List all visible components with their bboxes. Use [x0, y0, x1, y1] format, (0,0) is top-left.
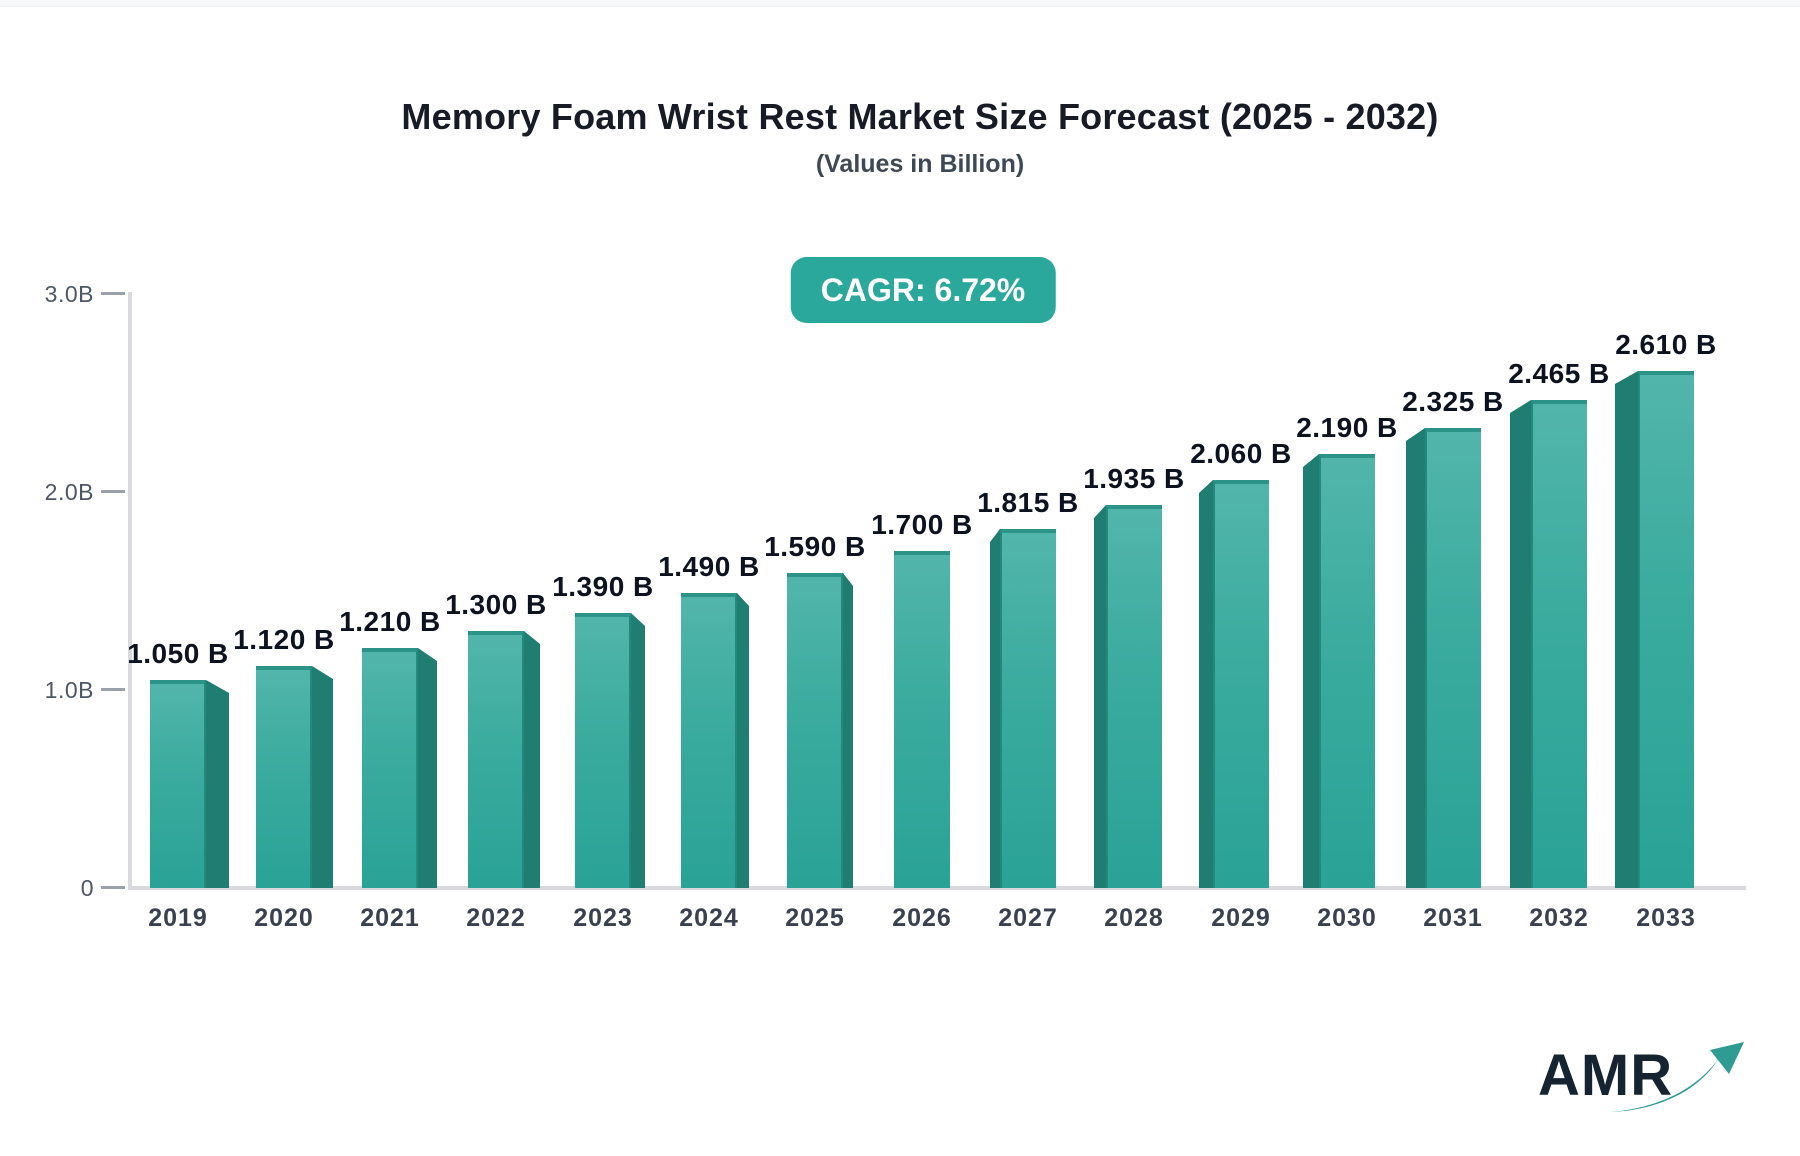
page-top-strip [0, 0, 1800, 7]
bar-value-label-2029: 2.060 B [1190, 438, 1292, 469]
bar-2022 [468, 631, 524, 888]
bar-side-face-2025 [843, 573, 853, 888]
bar-2024 [681, 593, 737, 888]
bar-side-face-2024 [737, 593, 749, 888]
bar-2028 [1106, 505, 1162, 888]
y-axis-tick [101, 490, 125, 493]
x-axis-label-2024: 2024 [679, 904, 739, 932]
y-axis-line [128, 292, 132, 890]
bar-value-label-2019: 1.050 B [127, 638, 229, 669]
x-axis-label-2020: 2020 [254, 904, 314, 932]
bar-value-label-2023: 1.390 B [552, 571, 654, 602]
bar-2020 [256, 666, 312, 888]
bar-2030 [1319, 454, 1375, 888]
x-axis-label-2031: 2031 [1423, 904, 1483, 932]
bar-value-label-2024: 1.490 B [658, 551, 760, 582]
bar-side-face-2030 [1303, 454, 1319, 888]
x-axis-label-2022: 2022 [466, 904, 526, 932]
cagr-badge: CAGR: 6.72% [790, 257, 1056, 323]
x-axis-label-2033: 2033 [1636, 904, 1696, 932]
bar-2029 [1213, 480, 1269, 888]
x-axis-label-2027: 2027 [998, 904, 1058, 932]
bar-side-face-2027 [990, 529, 1000, 888]
x-axis-label-2026: 2026 [892, 904, 952, 932]
bar-2032 [1531, 400, 1587, 888]
bar-2019 [150, 680, 206, 888]
y-axis-tick-label: 0 [80, 875, 94, 901]
bar-value-label-2032: 2.465 B [1508, 358, 1610, 389]
y-axis-tick [101, 886, 125, 889]
bar-2031 [1425, 428, 1481, 888]
bar-2023 [575, 613, 631, 888]
bar-side-face-2031 [1406, 428, 1425, 888]
x-axis-label-2030: 2030 [1317, 904, 1377, 932]
y-axis-tick-label: 1.0B [44, 677, 94, 703]
bar-2021 [362, 648, 418, 888]
chart-subtitle: (Values in Billion) [815, 150, 1025, 178]
y-axis-tick-label: 3.0B [44, 281, 94, 307]
bar-value-label-2030: 2.190 B [1296, 412, 1398, 443]
bar-value-label-2025: 1.590 B [764, 531, 866, 562]
bar-value-label-2033: 2.610 B [1615, 329, 1717, 360]
y-axis-tick-label: 2.0B [44, 479, 94, 505]
x-axis-label-2019: 2019 [148, 904, 208, 932]
bar-side-face-2033 [1615, 371, 1638, 888]
bar-2025 [787, 573, 843, 888]
chart-title: Memory Foam Wrist Rest Market Size Forec… [401, 96, 1439, 137]
bar-value-label-2021: 1.210 B [339, 606, 441, 637]
bar-value-label-2026: 1.700 B [871, 509, 973, 540]
x-axis-label-2032: 2032 [1529, 904, 1589, 932]
bar-side-face-2021 [418, 648, 437, 888]
bar-side-face-2022 [524, 631, 540, 888]
x-axis-label-2023: 2023 [573, 904, 633, 932]
bar-value-label-2027: 1.815 B [977, 487, 1079, 518]
bar-side-face-2028 [1094, 505, 1106, 888]
bar-side-face-2020 [312, 666, 333, 888]
bar-side-face-2029 [1199, 480, 1213, 888]
bar-value-label-2022: 1.300 B [445, 589, 547, 620]
x-axis-label-2021: 2021 [360, 904, 420, 932]
amr-logo: AMR [1538, 1042, 1768, 1132]
bar-2033 [1638, 371, 1694, 888]
bar-value-label-2020: 1.120 B [233, 624, 335, 655]
x-axis-label-2029: 2029 [1211, 904, 1271, 932]
bar-value-label-2031: 2.325 B [1402, 386, 1504, 417]
bar-2026 [894, 551, 950, 888]
bar-side-face-2032 [1510, 400, 1531, 888]
growth-arrow-icon [1610, 1042, 1744, 1112]
bar-2027 [1000, 529, 1056, 888]
x-axis-line [128, 886, 1746, 890]
x-axis-label-2028: 2028 [1104, 904, 1164, 932]
bar-side-face-2019 [206, 680, 229, 888]
y-axis-tick [101, 688, 125, 691]
bar-value-label-2028: 1.935 B [1083, 463, 1185, 494]
x-axis-label-2025: 2025 [785, 904, 845, 932]
bar-side-face-2023 [631, 613, 645, 888]
y-axis-tick [101, 292, 125, 295]
amr-logo-text: AMR [1538, 1043, 1674, 1108]
